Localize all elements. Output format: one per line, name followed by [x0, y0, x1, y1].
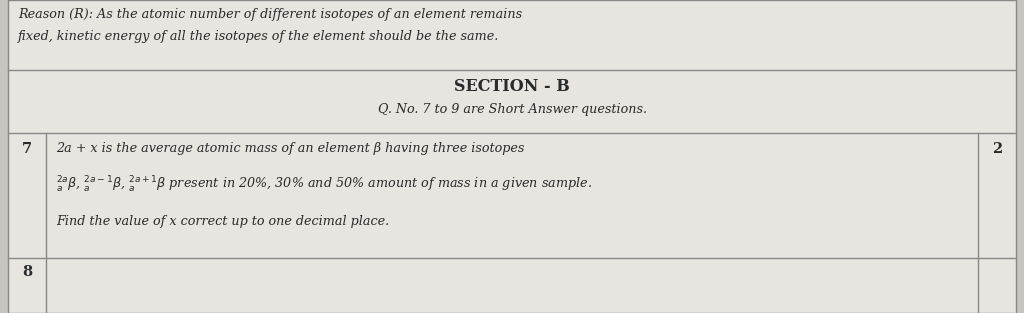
Text: $^{2a}_{a}\beta$, $^{2a-1}_{a}\beta$, $^{2a+1}_{a}\beta$ present in 20%, 30% and: $^{2a}_{a}\beta$, $^{2a-1}_{a}\beta$, $^… [56, 175, 592, 195]
Text: 7: 7 [22, 142, 32, 156]
Text: Q. No. 7 to 9 are Short Answer questions.: Q. No. 7 to 9 are Short Answer questions… [378, 103, 646, 116]
Text: 2a + x is the average atomic mass of an element β having three isotopes: 2a + x is the average atomic mass of an … [56, 142, 524, 155]
Text: Find the value of x correct up to one decimal place.: Find the value of x correct up to one de… [56, 215, 389, 228]
Text: 2: 2 [992, 142, 1002, 156]
Text: fixed, kinetic energy of all the isotopes of the element should be the same.: fixed, kinetic energy of all the isotope… [18, 30, 500, 43]
Text: Reason (R): As the atomic number of different isotopes of an element remains: Reason (R): As the atomic number of diff… [18, 8, 522, 21]
Text: SECTION - B: SECTION - B [454, 78, 570, 95]
Text: 8: 8 [22, 265, 32, 279]
